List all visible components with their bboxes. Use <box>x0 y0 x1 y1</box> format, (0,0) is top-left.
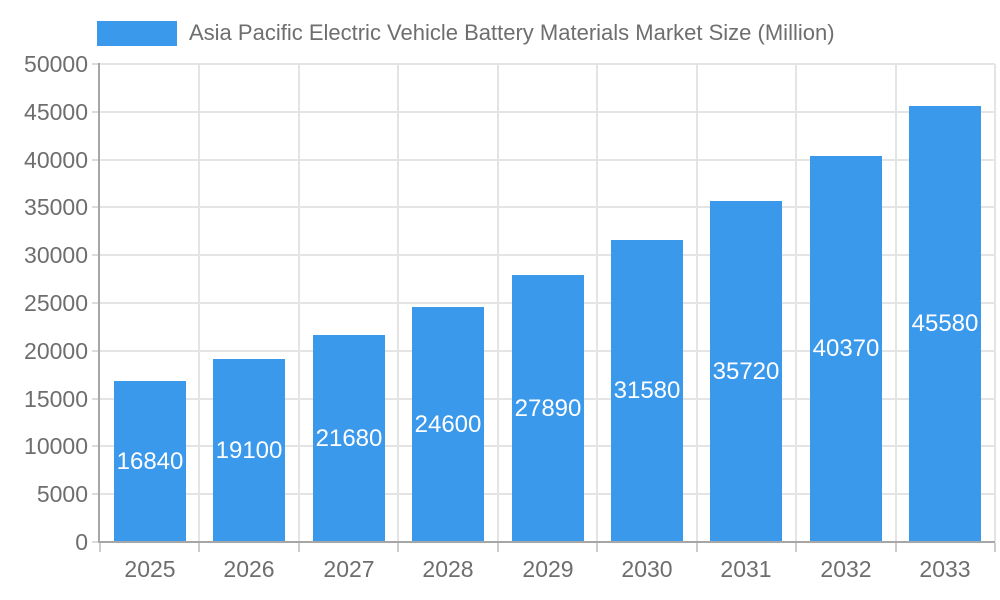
x-gridline <box>795 64 797 542</box>
x-gridline <box>397 64 399 542</box>
x-axis-tick <box>895 543 897 552</box>
y-axis-tick-label: 5000 <box>36 481 88 507</box>
y-axis-tick <box>92 541 100 543</box>
y-axis-tick <box>92 398 100 400</box>
x-gridline <box>994 64 996 542</box>
x-axis-tick <box>596 543 598 552</box>
bar: 16840 <box>114 381 186 542</box>
x-axis-tick-label: 2026 <box>223 556 275 582</box>
y-axis-tick <box>92 493 100 495</box>
bar-value-label: 16840 <box>116 447 184 475</box>
bar: 35720 <box>710 201 782 542</box>
bar: 45580 <box>909 106 981 542</box>
y-axis-tick-label: 45000 <box>24 99 88 125</box>
y-axis-tick <box>92 63 100 65</box>
y-axis-tick-label: 10000 <box>24 433 88 459</box>
x-axis-tick <box>795 543 797 552</box>
bar-value-label: 19100 <box>215 436 283 464</box>
y-axis-tick-label: 40000 <box>24 147 88 173</box>
x-axis-tick <box>994 543 996 552</box>
bar-value-label: 24600 <box>414 410 482 438</box>
bar-value-label: 45580 <box>911 310 979 337</box>
legend-swatch <box>97 20 177 46</box>
x-axis-tick-label: 2032 <box>820 556 872 582</box>
bar-value-label: 35720 <box>712 357 780 385</box>
x-gridline <box>596 64 598 542</box>
y-axis-tick <box>92 350 100 352</box>
bar: 31580 <box>611 240 683 542</box>
x-axis-line <box>98 541 995 543</box>
x-gridline <box>298 64 300 542</box>
x-axis-tick-label: 2030 <box>621 556 673 582</box>
x-gridline <box>895 64 897 542</box>
x-axis-tick <box>198 543 200 552</box>
legend-item[interactable]: Asia Pacific Electric Vehicle Battery Ma… <box>97 20 835 46</box>
x-axis-tick <box>298 543 300 552</box>
bar: 40370 <box>810 156 882 542</box>
y-axis-line <box>98 63 100 543</box>
y-axis-tick-label: 50000 <box>24 51 88 77</box>
y-axis-tick-label: 0 <box>75 529 88 555</box>
y-axis-tick-label: 20000 <box>24 338 88 364</box>
y-axis-tick-label: 15000 <box>24 386 88 412</box>
x-axis-tick <box>99 543 101 552</box>
bar: 24600 <box>412 307 484 542</box>
bar: 21680 <box>313 335 385 542</box>
x-axis-tick <box>497 543 499 552</box>
x-axis-tick <box>397 543 399 552</box>
x-axis-tick <box>696 543 698 552</box>
bar-value-label: 31580 <box>613 377 681 404</box>
bar-value-label: 21680 <box>315 424 383 452</box>
y-axis-tick <box>92 254 100 256</box>
bar: 19100 <box>213 359 285 542</box>
x-axis-tick-label: 2028 <box>422 556 474 582</box>
x-axis-tick-label: 2025 <box>124 556 176 582</box>
x-axis-tick-label: 2029 <box>522 556 574 582</box>
x-gridline <box>696 64 698 542</box>
y-axis-tick <box>92 445 100 447</box>
y-axis-tick-label: 30000 <box>24 242 88 268</box>
y-gridline <box>100 111 995 113</box>
y-gridline <box>100 63 995 65</box>
x-axis-tick-label: 2033 <box>919 556 971 582</box>
x-gridline <box>497 64 499 542</box>
x-axis-tick-label: 2031 <box>720 556 772 582</box>
bar-value-label: 40370 <box>812 335 880 362</box>
y-gridline <box>100 254 995 256</box>
y-axis-tick <box>92 159 100 161</box>
y-axis-tick-label: 35000 <box>24 194 88 220</box>
y-axis-tick <box>92 111 100 113</box>
bar: 27890 <box>512 275 584 542</box>
x-axis-tick-label: 2027 <box>323 556 375 582</box>
y-gridline <box>100 206 995 208</box>
y-gridline <box>100 159 995 161</box>
y-axis-tick-label: 25000 <box>24 290 88 316</box>
x-gridline <box>198 64 200 542</box>
legend-label: Asia Pacific Electric Vehicle Battery Ma… <box>189 20 835 45</box>
y-axis-tick <box>92 302 100 304</box>
y-axis-tick <box>92 206 100 208</box>
bar-value-label: 27890 <box>514 394 582 422</box>
